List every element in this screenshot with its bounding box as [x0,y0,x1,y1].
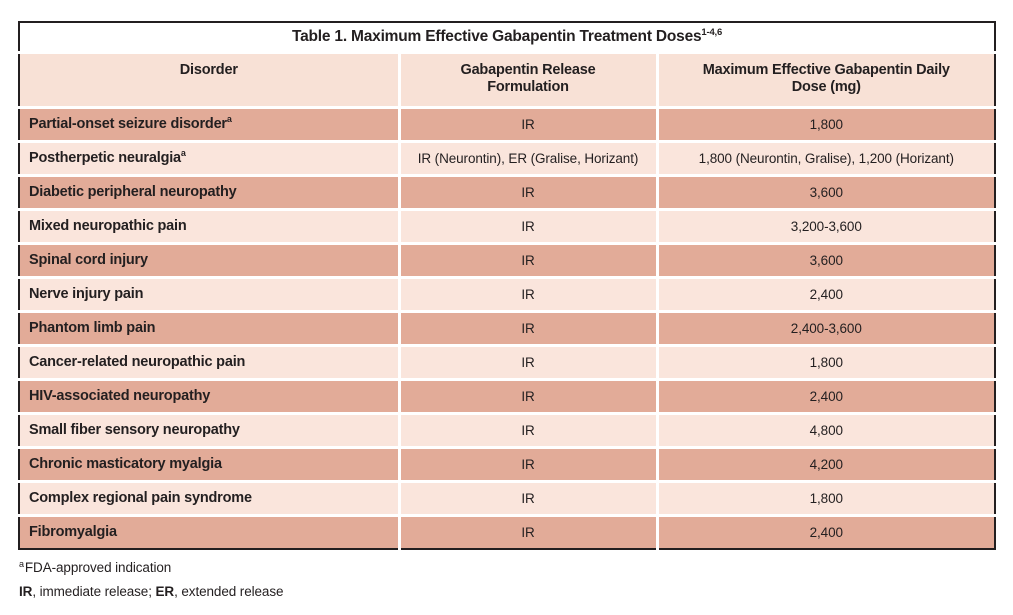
footnote-superscript: a [19,558,24,569]
table-title: Table 1. Maximum Effective Gabapentin Tr… [19,22,996,52]
table-row: Chronic masticatory myalgia IR 4,200 [19,445,996,481]
dose-cell: 3,600 [655,241,996,277]
disorder-cell: Spinal cord injury [19,241,399,277]
table-header-row: Disorder Gabapentin Release Formulation Max… [19,50,996,107]
table-title-row: Table 1. Maximum Effective Gabapentin Tr… [19,22,996,52]
dose-cell: 1,800 (Neurontin, Gralise), 1,200 (Horiz… [655,139,996,175]
dose-cell: 2,400 [655,275,996,311]
table-row: Complex regional pain syndrome IR 1,800 [19,479,996,515]
table-row: Fibromyalgia IR 2,400 [19,513,996,549]
formulation-cell: IR [397,309,657,345]
formulation-cell: IR [397,343,657,379]
disorder-cell: Postherpetic neuralgiaa [19,139,399,175]
table-row: Mixed neuropathic pain IR 3,200-3,600 [19,207,996,243]
footnote-abbreviations: IR, immediate release; ER, extended rele… [19,584,996,599]
disorder-cell: Nerve injury pain [19,275,399,311]
column-header-3: Maximum Effective Gabapentin Daily Dose (… [655,50,996,107]
footnote-segment: , immediate release; [32,584,156,599]
formulation-cell: IR (Neurontin), ER (Gralise, Horizant) [397,139,657,175]
formulation-cell: IR [397,207,657,243]
table-row: Phantom limb pain IR 2,400-3,600 [19,309,996,345]
table-row: Small fiber sensory neuropathy IR 4,800 [19,411,996,447]
dose-cell: 4,800 [655,411,996,447]
dose-cell: 2,400-3,600 [655,309,996,345]
gabapentin-dose-table: Table 1. Maximum Effective Gabapentin Tr… [18,21,997,550]
dose-cell: 2,400 [655,513,996,549]
footnote-segment: IR [19,584,33,599]
disorder-cell: Fibromyalgia [19,513,399,549]
page: Table 1. Maximum Effective Gabapentin Tr… [18,21,997,599]
table-title-text: Table 1. Maximum Effective Gabapentin Tr… [291,27,702,45]
disorder-cell: Diabetic peripheral neuropathy [19,173,399,209]
dose-cell: 1,800 [655,479,996,515]
column-header-2: Gabapentin Release Formulation [397,50,657,107]
disorder-superscript: a [226,114,232,125]
dose-cell: 1,800 [655,343,996,379]
table-body: Partial-onset seizure disordera IR 1,800 Po… [19,105,996,549]
formulation-cell: IR [397,241,657,277]
disorder-superscript: a [180,148,186,159]
table-row: Postherpetic neuralgiaa IR (Neurontin), E… [19,139,996,175]
table-row: Spinal cord injury IR 3,600 [19,241,996,277]
formulation-cell: IR [397,377,657,413]
dose-cell: 3,600 [655,173,996,209]
footnote-fda-approved: aFDA-approved indication [19,558,996,575]
formulation-cell: IR [397,105,657,141]
disorder-cell: Phantom limb pain [19,309,399,345]
table-row: Partial-onset seizure disordera IR 1,800 [19,105,996,141]
disorder-cell: Mixed neuropathic pain [19,207,399,243]
footnote-fda-text: FDA-approved indication [24,560,172,575]
table-row: Cancer-related neuropathic pain IR 1,800 [19,343,996,379]
footnote-segment: ER [155,584,175,599]
disorder-cell: HIV-associated neuropathy [19,377,399,413]
table-row: Nerve injury pain IR 2,400 [19,275,996,311]
footnotes: aFDA-approved indication IR, immediate r… [18,558,996,599]
dose-cell: 1,800 [655,105,996,141]
formulation-cell: IR [397,513,657,549]
formulation-cell: IR [397,275,657,311]
disorder-cell: Small fiber sensory neuropathy [19,411,399,447]
table-title-superscript: 1-4,6 [701,26,723,38]
formulation-cell: IR [397,173,657,209]
dose-cell: 2,400 [655,377,996,413]
footnote-segment: , extended release [174,584,284,599]
disorder-cell: Partial-onset seizure disordera [19,105,399,141]
dose-cell: 3,200-3,600 [655,207,996,243]
formulation-cell: IR [397,411,657,447]
formulation-cell: IR [397,479,657,515]
disorder-cell: Complex regional pain syndrome [19,479,399,515]
dose-cell: 4,200 [655,445,996,481]
table-row: HIV-associated neuropathy IR 2,400 [19,377,996,413]
disorder-cell: Chronic masticatory myalgia [19,445,399,481]
column-header-1: Disorder [19,50,399,107]
disorder-cell: Cancer-related neuropathic pain [19,343,399,379]
formulation-cell: IR [397,445,657,481]
table-row: Diabetic peripheral neuropathy IR 3,600 [19,173,996,209]
